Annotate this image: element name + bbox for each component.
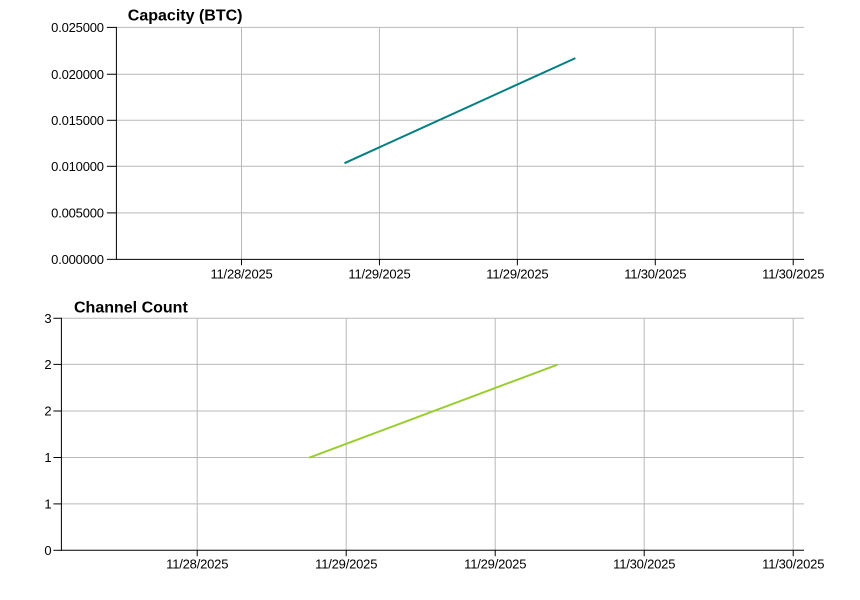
svg-text:0: 0 [44, 543, 51, 558]
svg-text:0.025000: 0.025000 [51, 20, 104, 35]
svg-text:0.015000: 0.015000 [51, 113, 104, 128]
svg-text:0.010000: 0.010000 [51, 159, 104, 174]
svg-text:11/29/2025: 11/29/2025 [315, 557, 377, 572]
svg-text:11/30/2025: 11/30/2025 [613, 557, 675, 572]
svg-text:11/30/2025: 11/30/2025 [762, 266, 824, 281]
svg-text:Channel Count: Channel Count [74, 300, 188, 317]
svg-text:3: 3 [44, 311, 51, 326]
svg-text:11/28/2025: 11/28/2025 [166, 557, 228, 572]
svg-text:0.000000: 0.000000 [51, 252, 104, 267]
svg-text:11/30/2025: 11/30/2025 [624, 266, 686, 281]
svg-text:0.005000: 0.005000 [51, 206, 104, 221]
svg-text:1: 1 [44, 450, 51, 465]
svg-text:2: 2 [44, 357, 51, 372]
svg-text:11/28/2025: 11/28/2025 [210, 266, 272, 281]
svg-text:2: 2 [44, 404, 51, 419]
svg-text:Capacity (BTC): Capacity (BTC) [128, 8, 243, 25]
svg-text:11/29/2025: 11/29/2025 [348, 266, 410, 281]
svg-text:1: 1 [44, 497, 51, 512]
svg-text:0.020000: 0.020000 [51, 67, 104, 82]
svg-text:11/30/2025: 11/30/2025 [762, 557, 824, 572]
svg-text:11/29/2025: 11/29/2025 [486, 266, 548, 281]
svg-text:11/29/2025: 11/29/2025 [464, 557, 526, 572]
